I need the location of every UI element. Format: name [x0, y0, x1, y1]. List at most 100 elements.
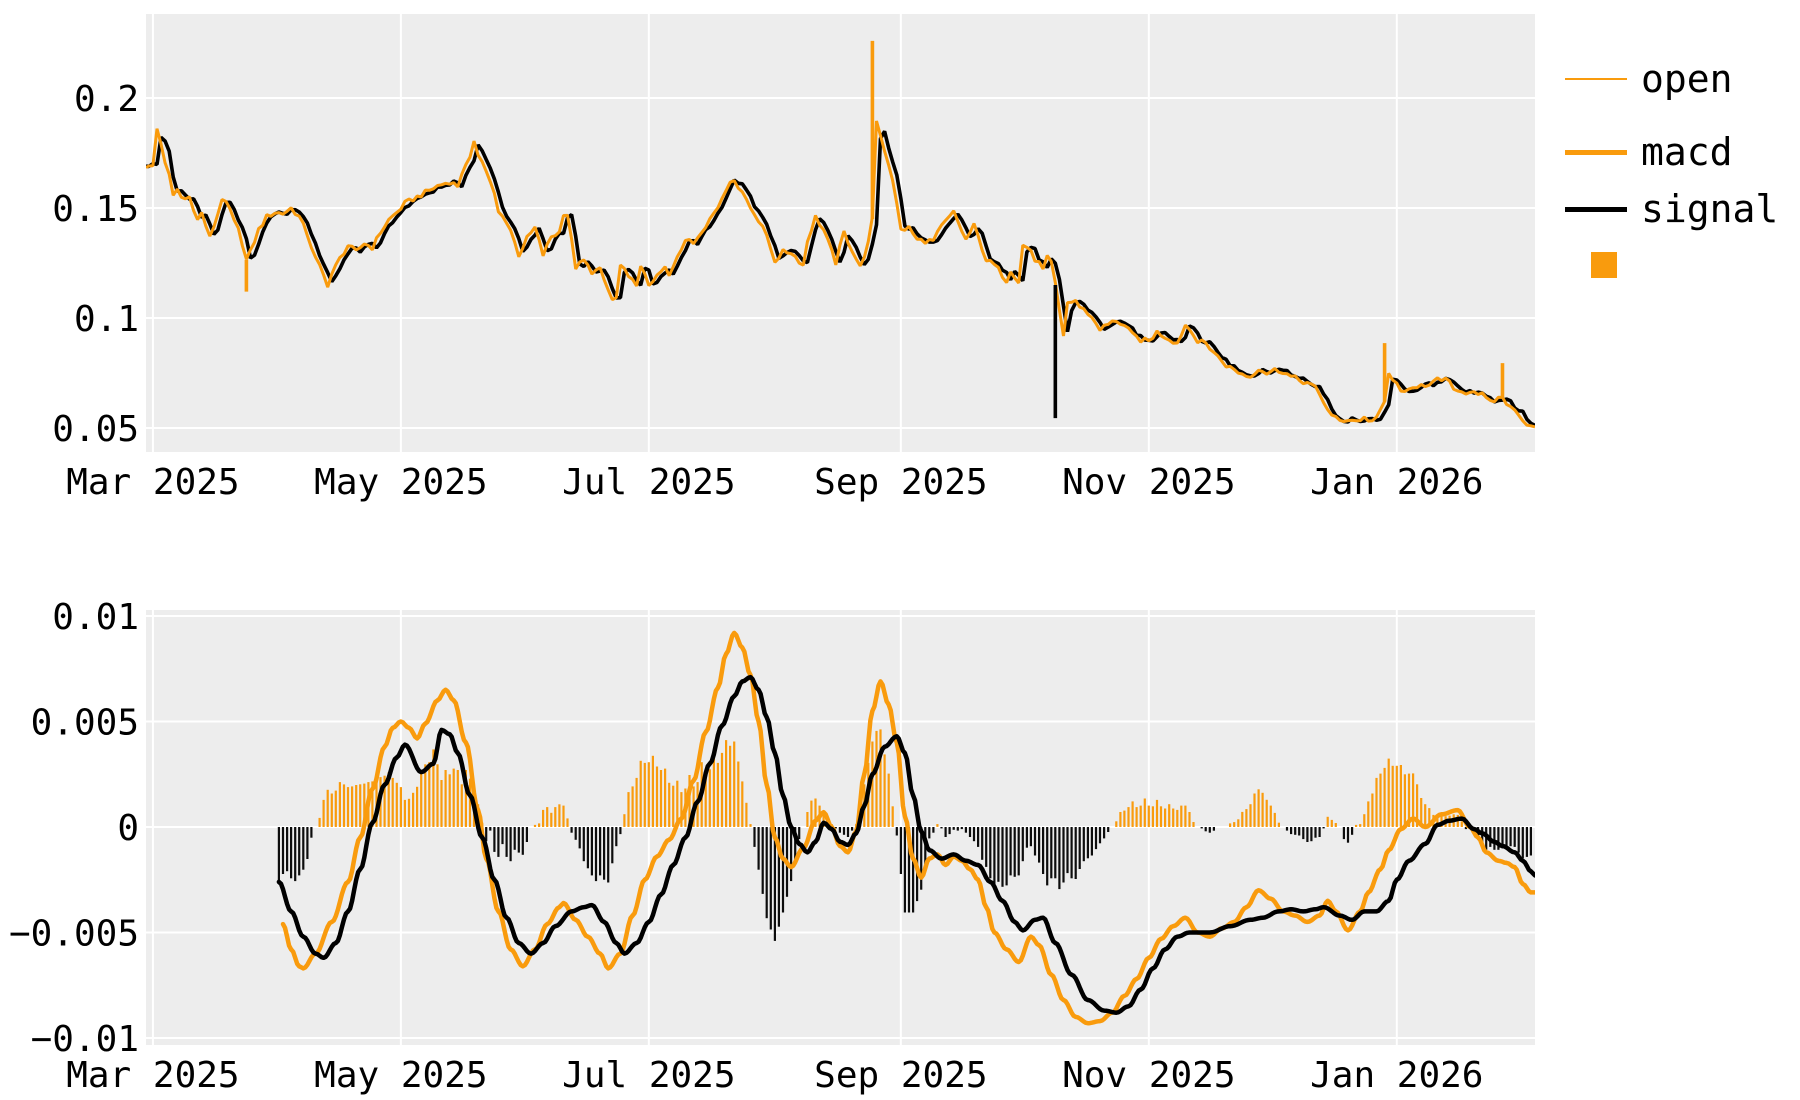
histogram-bar	[1151, 806, 1154, 827]
histogram-bar	[1265, 799, 1268, 827]
histogram-bar	[1070, 827, 1073, 879]
macd-y-tick-label: −0.01	[31, 1019, 139, 1060]
histogram-bar	[993, 827, 996, 889]
histogram-bar	[777, 827, 780, 927]
histogram-bar	[432, 749, 435, 827]
histogram-bar	[907, 827, 911, 913]
histogram-bar	[631, 786, 634, 827]
histogram-bar	[387, 772, 390, 827]
histogram-bar	[977, 827, 980, 847]
histogram-bar	[1407, 773, 1411, 827]
histogram-bar	[570, 827, 573, 833]
histogram-bar	[371, 781, 374, 827]
histogram-bar	[1046, 827, 1049, 886]
histogram-bar	[493, 827, 496, 852]
histogram-bar	[997, 827, 1000, 882]
histogram-bar	[542, 809, 545, 827]
histogram-bar	[1159, 806, 1163, 827]
histogram-bar	[1379, 773, 1382, 827]
histogram-bar	[1359, 824, 1362, 827]
histogram-bar	[501, 827, 504, 845]
histogram-bar	[623, 814, 626, 827]
legend-swatch-macd-line	[1565, 149, 1627, 155]
macd-y-tick-label: −0.005	[9, 913, 139, 954]
price-y-tick-label: 0.2	[74, 79, 139, 120]
histogram-bar	[302, 827, 305, 870]
histogram-bar	[1229, 823, 1232, 827]
histogram-bar	[1420, 798, 1423, 827]
histogram-bar	[1135, 807, 1138, 827]
histogram-bar	[773, 827, 776, 941]
histogram-bar	[1245, 809, 1248, 827]
histogram-bar	[1322, 827, 1325, 829]
histogram-bar	[281, 827, 285, 874]
legend-item-histogram	[1565, 252, 1631, 278]
histogram-bar	[1066, 827, 1069, 874]
histogram-bar	[1318, 827, 1321, 837]
histogram-bar	[680, 792, 683, 827]
histogram-bar	[806, 812, 809, 827]
histogram-bar	[932, 827, 935, 833]
histogram-bar	[452, 768, 455, 827]
histogram-bar	[395, 782, 398, 827]
macd-y-tick-label: 0	[117, 808, 139, 849]
histogram-bar	[1208, 827, 1211, 833]
histogram-bar	[659, 770, 663, 827]
histogram-bar	[1233, 822, 1236, 827]
legend-swatch-histogram-square	[1591, 252, 1617, 278]
histogram-bar	[1310, 827, 1313, 842]
histogram-bar	[753, 827, 756, 847]
histogram-bar	[716, 762, 719, 827]
histogram-bar	[887, 773, 890, 827]
histogram-bar	[513, 827, 516, 850]
histogram-bar	[668, 782, 671, 827]
histogram-bar	[550, 812, 553, 827]
histogram-bar	[757, 827, 760, 870]
histogram-bar	[712, 752, 715, 827]
histogram-bar	[720, 752, 724, 827]
histogram-bar	[1180, 805, 1183, 827]
histogram-bar	[1403, 774, 1406, 827]
histogram-bar	[1440, 814, 1443, 827]
histogram-bar	[948, 827, 951, 835]
histogram-bar	[582, 827, 585, 862]
histogram-bar	[460, 784, 463, 827]
legend-item-signal: signal	[1565, 187, 1778, 231]
histogram-bar	[306, 827, 309, 859]
histogram-bar	[444, 770, 447, 827]
histogram-bar	[1139, 805, 1142, 827]
histogram-bar	[704, 771, 707, 827]
histogram-bar	[968, 827, 972, 837]
histogram-bar	[1204, 827, 1207, 832]
macd-line	[280, 630, 1535, 1026]
histogram-bar	[383, 775, 386, 827]
histogram-bar	[326, 789, 329, 827]
legend-label-signal: signal	[1641, 187, 1779, 231]
histogram-bar	[1302, 827, 1305, 840]
legend-swatch-open-line	[1565, 78, 1627, 80]
histogram-bar	[851, 827, 854, 831]
histogram-bar	[1038, 827, 1041, 863]
histogram-bar	[286, 827, 289, 872]
price-x-tick-label: Jan 2026	[1310, 462, 1483, 503]
histogram-bar	[769, 827, 772, 930]
histogram-bar	[363, 783, 366, 827]
histogram-bar	[351, 786, 354, 827]
histogram-bar	[318, 817, 321, 827]
histogram-bar	[1164, 808, 1167, 827]
histogram-bar	[903, 827, 906, 913]
histogram-bar	[1509, 827, 1512, 847]
histogram-bar	[1192, 822, 1195, 827]
histogram-bar	[1285, 827, 1289, 831]
histogram-bar	[989, 827, 992, 879]
histogram-bar	[895, 827, 898, 836]
histogram-bar	[355, 785, 358, 827]
histogram-bar	[1298, 827, 1301, 836]
price-y-tick-label: 0.1	[74, 299, 139, 340]
histogram-bar	[627, 792, 630, 827]
open-line	[146, 120, 1535, 429]
macd-x-tick-label: May 2025	[314, 1055, 487, 1096]
histogram-bar	[322, 799, 325, 827]
histogram-bar	[403, 799, 406, 827]
